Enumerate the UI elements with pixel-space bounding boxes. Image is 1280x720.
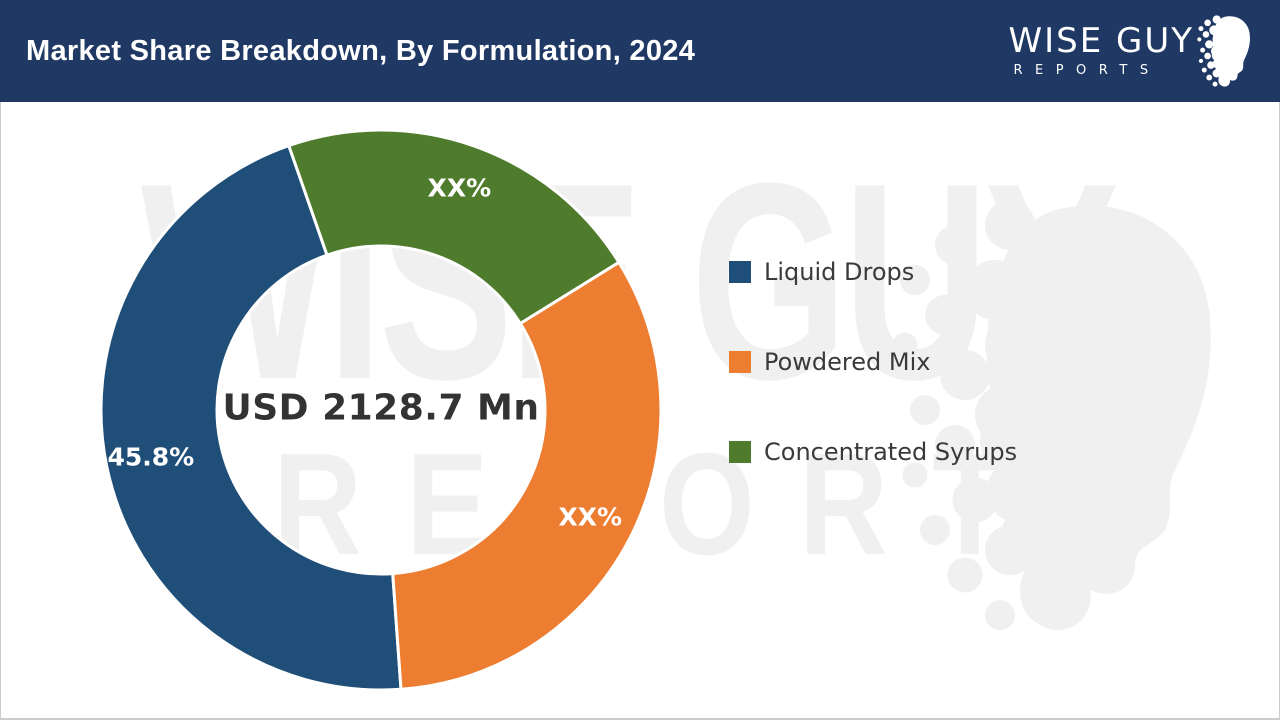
legend: Liquid Drops Powdered Mix Concentrated S… xyxy=(729,257,1017,527)
donut-chart xyxy=(99,128,663,692)
legend-item-concentrated-syrups: Concentrated Syrups xyxy=(729,437,1017,467)
legend-label-concentrated-syrups: Concentrated Syrups xyxy=(764,438,1018,466)
segment-label-powdered-mix: XX% xyxy=(558,502,623,532)
page-title: Market Share Breakdown, By Formulation, … xyxy=(26,34,696,67)
chart-area: WISE GUY REPORTS USD 2128.7 Mn 45.8% XX% X… xyxy=(0,102,1280,720)
legend-swatch-powdered-mix xyxy=(729,351,751,373)
legend-label-powdered-mix: Powdered Mix xyxy=(764,348,931,376)
donut-segment-concentrated-syrups xyxy=(286,128,621,326)
logo-reports: REPORTS xyxy=(1013,63,1161,78)
watermark-face-icon xyxy=(892,200,1211,631)
legend-swatch-liquid-drops xyxy=(729,261,751,283)
legend-item-powdered-mix: Powdered Mix xyxy=(729,347,1017,377)
wise-guy-logo: WISE GUY REPORTS xyxy=(1008,13,1254,89)
wise-guy-face-icon xyxy=(1197,15,1250,87)
legend-item-liquid-drops: Liquid Drops xyxy=(729,257,1017,287)
donut-segment-powdered-mix xyxy=(391,260,663,691)
segment-label-liquid-drops: 45.8% xyxy=(107,442,195,472)
logo-wise-guy: WISE GUY xyxy=(1008,21,1194,61)
header: Market Share Breakdown, By Formulation, … xyxy=(0,0,1280,102)
donut-center-label: USD 2128.7 Mn xyxy=(222,387,540,429)
segment-label-concentrated-syrups: XX% xyxy=(427,173,492,203)
donut-segment-liquid-drops xyxy=(99,143,403,692)
logo-text: WISE GUY REPORTS xyxy=(1008,24,1194,78)
legend-label-liquid-drops: Liquid Drops xyxy=(764,258,915,286)
legend-swatch-concentrated-syrups xyxy=(729,441,751,463)
